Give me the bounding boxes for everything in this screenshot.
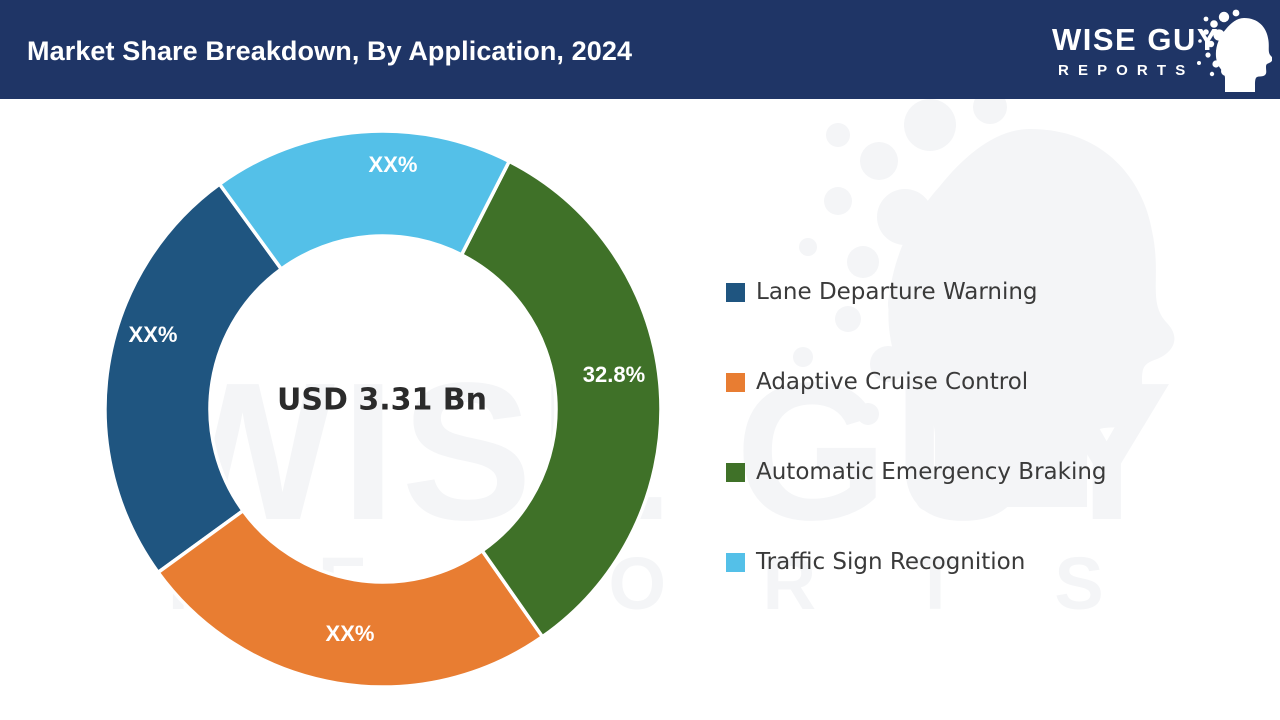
legend-item-adaptive-cruise-control[interactable]: Adaptive Cruise Control bbox=[726, 337, 1226, 427]
legend-swatch-icon bbox=[726, 462, 745, 482]
legend-swatch-icon bbox=[726, 372, 745, 392]
logo-wordmark-line1: WISE GUY bbox=[1052, 22, 1219, 57]
chart-legend: Lane Departure Warning Adaptive Cruise C… bbox=[726, 247, 1226, 607]
legend-label: Automatic Emergency Braking bbox=[756, 458, 1107, 485]
logo-head-icon bbox=[1197, 9, 1272, 92]
wise-guy-reports-logo: WISE GUY R E P O R T S bbox=[1052, 9, 1272, 92]
donut-geometry bbox=[103, 129, 663, 689]
legend-item-lane-departure-warning[interactable]: Lane Departure Warning bbox=[726, 247, 1226, 337]
legend-swatch-icon bbox=[726, 552, 745, 572]
slice-traffic-sign-recognition-path[interactable] bbox=[217, 129, 512, 272]
slice-label-traffic-sign-recognition: XX% bbox=[368, 152, 418, 177]
header-bar: Market Share Breakdown, By Application, … bbox=[0, 0, 1280, 99]
donut-center-value: USD 3.31 Bn bbox=[277, 382, 487, 418]
legend-label: Adaptive Cruise Control bbox=[756, 368, 1029, 395]
slice-label-lane-departure-warning: XX% bbox=[128, 322, 178, 347]
slice-adaptive-cruise-control-path[interactable] bbox=[155, 508, 545, 689]
legend-swatch-icon bbox=[726, 282, 745, 302]
donut-chart bbox=[103, 129, 663, 689]
chart-area: XX% XX% 32.8% XX% USD 3.31 Bn Lane Depar… bbox=[0, 99, 1280, 720]
page-title: Market Share Breakdown, By Application, … bbox=[27, 36, 633, 66]
legend-label: Traffic Sign Recognition bbox=[756, 548, 1026, 575]
slice-lane-departure-warning-path[interactable] bbox=[103, 181, 284, 575]
logo-wordmark-line2: R E P O R T S bbox=[1058, 62, 1188, 79]
slice-label-adaptive-cruise-control: XX% bbox=[325, 621, 375, 646]
legend-item-automatic-emergency-braking[interactable]: Automatic Emergency Braking bbox=[726, 427, 1226, 517]
slice-label-automatic-emergency-braking: 32.8% bbox=[582, 362, 646, 387]
legend-label: Lane Departure Warning bbox=[756, 278, 1038, 305]
slice-automatic-emergency-braking-path[interactable] bbox=[459, 158, 663, 640]
legend-item-traffic-sign-recognition[interactable]: Traffic Sign Recognition bbox=[726, 517, 1226, 607]
